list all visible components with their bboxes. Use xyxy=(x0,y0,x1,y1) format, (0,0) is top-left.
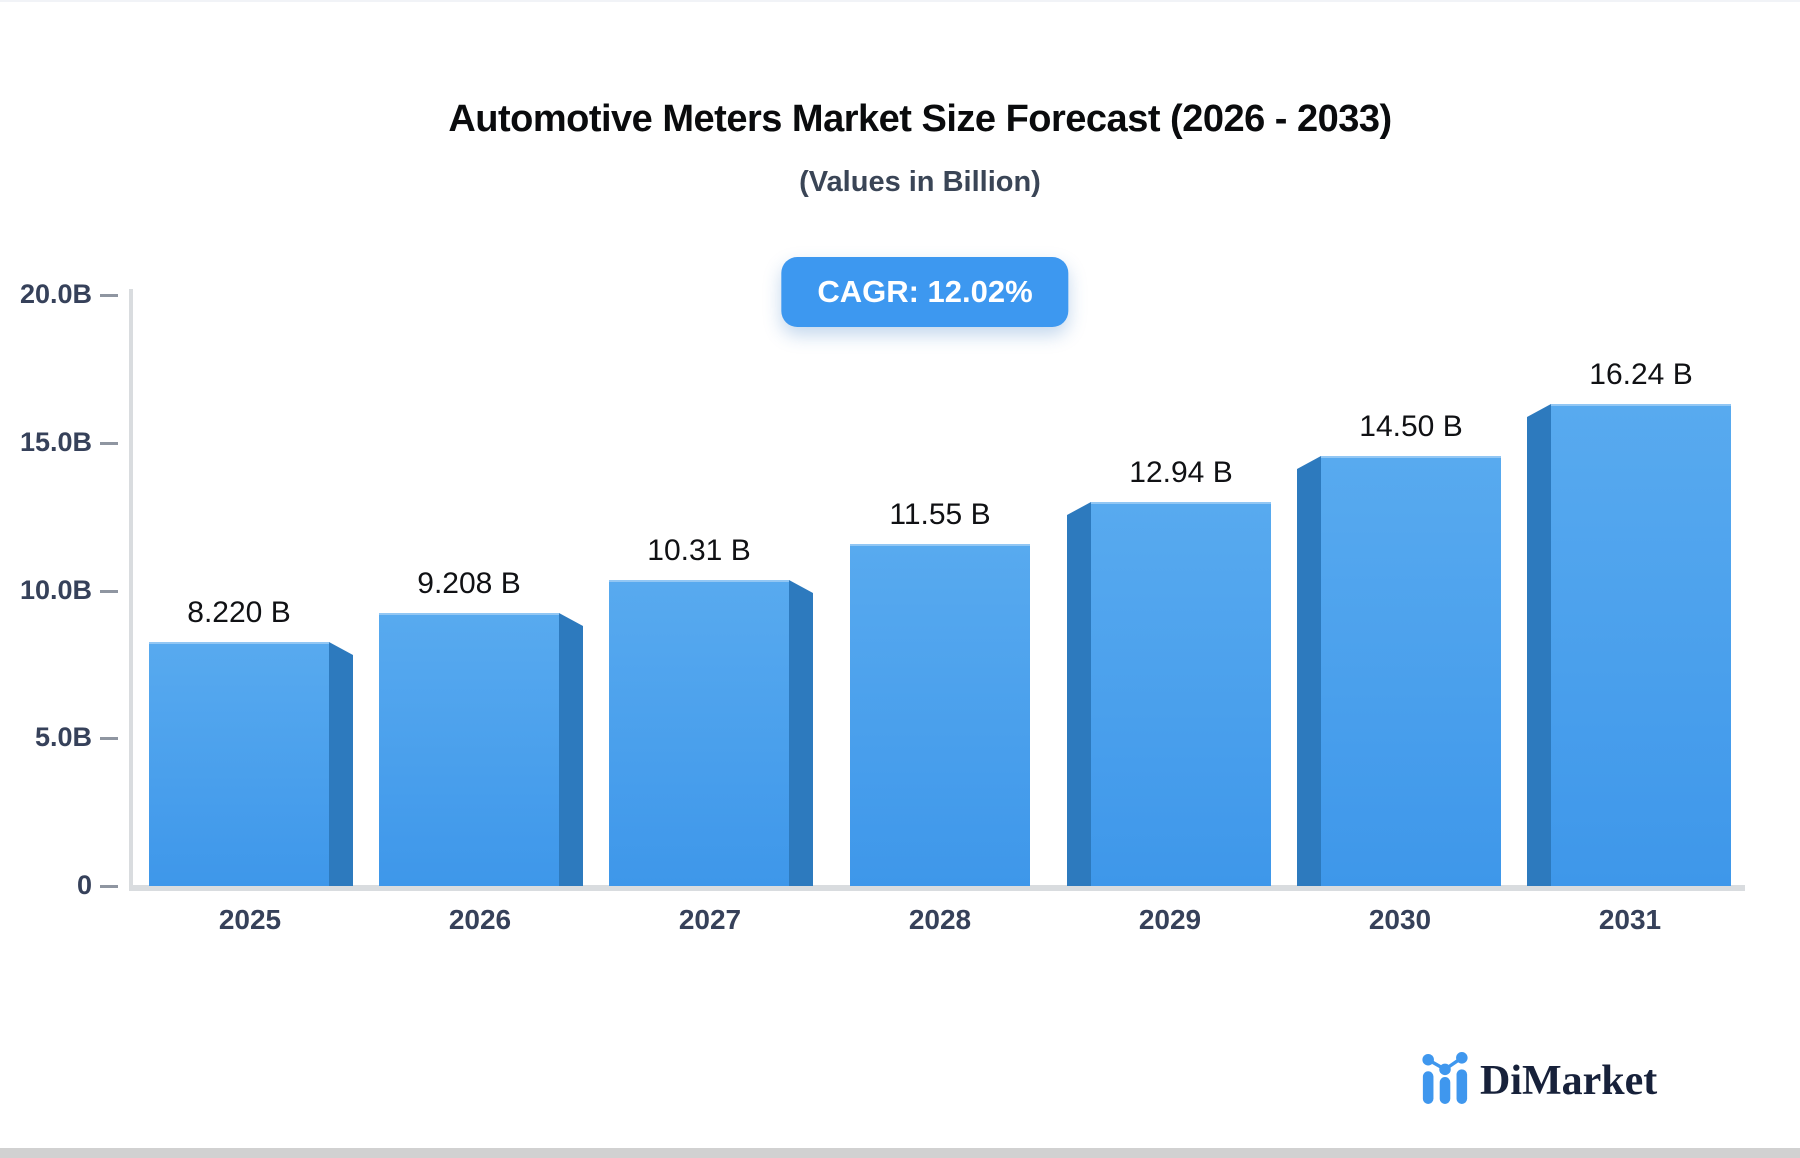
y-tick-label: 15.0B xyxy=(19,426,92,457)
bar-value-label: 8.220 B xyxy=(187,596,291,629)
y-tick-label: 0 xyxy=(76,870,92,900)
bar-2025 xyxy=(149,642,329,886)
x-axis-label-2029: 2029 xyxy=(1138,904,1202,935)
x-axis-label-2026: 2026 xyxy=(448,904,512,935)
bar-value-label: 12.94 B xyxy=(1129,456,1233,489)
bar-side-face xyxy=(559,613,583,886)
x-axis-label-2031: 2031 xyxy=(1598,904,1662,935)
logo-text: DiMarket xyxy=(1480,1057,1658,1104)
chart-subtitle: (Values in Billion) xyxy=(799,166,1041,198)
bar-side-face xyxy=(1067,502,1091,886)
bar-value-label: 10.31 B xyxy=(647,534,751,567)
bar-side-face xyxy=(329,642,353,886)
bar-2029 xyxy=(1091,502,1271,886)
bar-2026 xyxy=(379,613,559,886)
cagr-badge: CAGR: 12.02% xyxy=(781,257,1069,327)
bar-value-label: 14.50 B xyxy=(1359,410,1463,443)
x-axis-label-2027: 2027 xyxy=(678,904,742,935)
bar-side-face xyxy=(1527,404,1551,886)
y-tick-label: 10.0B xyxy=(19,574,92,605)
bar-value-label: 16.24 B xyxy=(1589,358,1693,391)
bar-side-face xyxy=(789,580,813,886)
y-tick-mark xyxy=(100,441,118,445)
x-axis-label-2028: 2028 xyxy=(908,904,972,935)
y-tick-mark xyxy=(100,885,118,888)
bar-value-label: 9.208 B xyxy=(417,567,521,600)
bar-side-face xyxy=(1297,456,1321,886)
brand-logo: DiMarket xyxy=(1420,1050,1657,1111)
bar-2028 xyxy=(850,544,1030,886)
bar-chart-logo-icon xyxy=(1420,1050,1470,1111)
x-axis-label-2030: 2030 xyxy=(1368,904,1432,935)
y-tick-mark xyxy=(100,294,118,297)
chart-title: Automotive Meters Market Size Forecast (… xyxy=(448,98,1392,140)
bar-2031 xyxy=(1551,404,1731,886)
x-axis-line xyxy=(129,885,1745,891)
y-tick-mark xyxy=(100,737,118,741)
y-tick-mark xyxy=(100,589,118,593)
y-tick-label: 20.0B xyxy=(19,279,92,309)
bar-2027 xyxy=(609,580,789,886)
bar-2030 xyxy=(1321,456,1501,886)
y-tick-label: 5.0B xyxy=(34,722,92,753)
bottom-strip xyxy=(0,1148,1800,1158)
bar-value-label: 11.55 B xyxy=(889,498,991,531)
y-axis-line xyxy=(129,289,133,891)
x-axis-label-2025: 2025 xyxy=(218,904,282,935)
